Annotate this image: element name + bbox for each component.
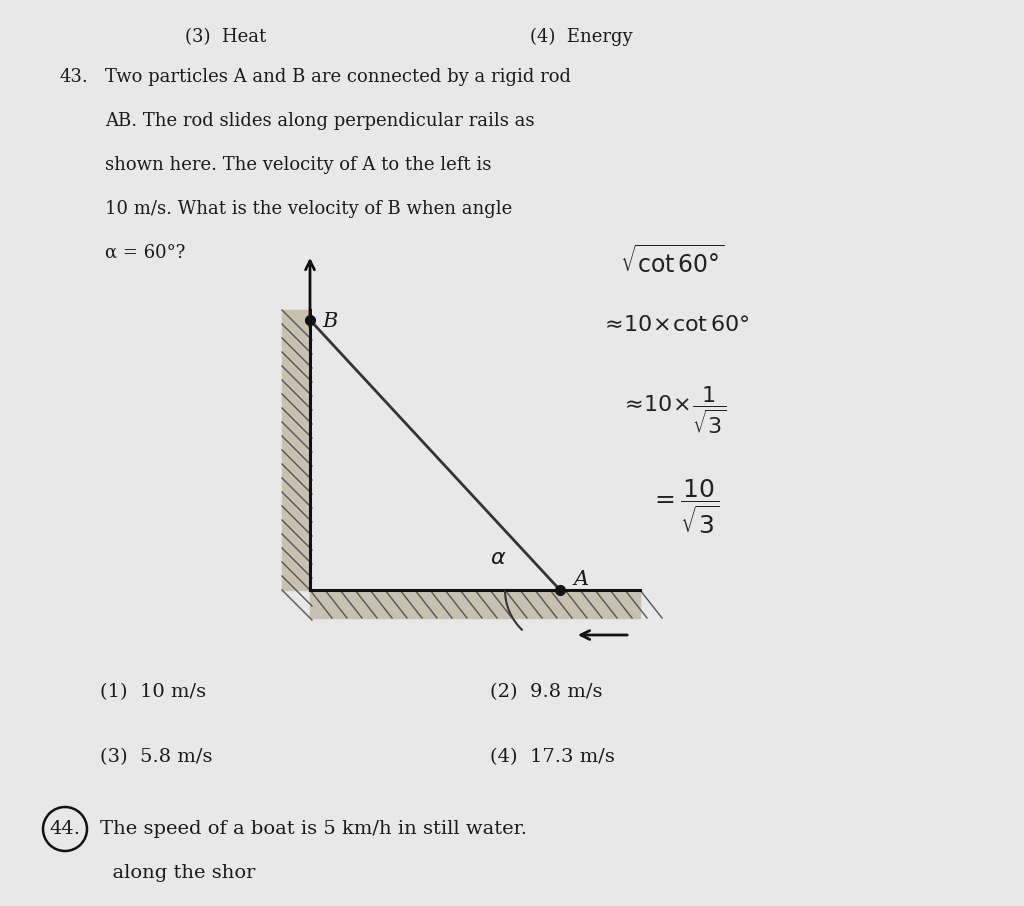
- Bar: [282, 310, 310, 590]
- Text: B: B: [322, 312, 337, 331]
- Text: (2)  9.8 m/s: (2) 9.8 m/s: [490, 683, 602, 701]
- Text: (4)  Energy: (4) Energy: [530, 28, 633, 46]
- Text: $=\dfrac{10}{\sqrt{3}}$: $=\dfrac{10}{\sqrt{3}}$: [650, 478, 720, 536]
- Text: α = 60°?: α = 60°?: [105, 244, 185, 262]
- Text: The speed of a boat is 5 km/h in still water.: The speed of a boat is 5 km/h in still w…: [100, 820, 527, 838]
- Text: (1)  10 m/s: (1) 10 m/s: [100, 683, 206, 701]
- Text: A: A: [574, 570, 589, 589]
- Text: AB. The rod slides along perpendicular rails as: AB. The rod slides along perpendicular r…: [105, 112, 535, 130]
- Text: $\approx\!10\!\times\!\mathrm{cot}\,60°$: $\approx\!10\!\times\!\mathrm{cot}\,60°$: [600, 315, 750, 335]
- Text: $\approx\!10\!\times\!\dfrac{1}{\sqrt{3}}$: $\approx\!10\!\times\!\dfrac{1}{\sqrt{3}…: [620, 385, 727, 437]
- Text: shown here. The velocity of A to the left is: shown here. The velocity of A to the lef…: [105, 156, 492, 174]
- Text: 10 m/s. What is the velocity of B when angle: 10 m/s. What is the velocity of B when a…: [105, 200, 512, 218]
- Bar: [310, 590, 640, 618]
- Text: along the shor: along the shor: [100, 864, 255, 882]
- Text: $\alpha$: $\alpha$: [489, 548, 506, 568]
- Text: $\sqrt{\mathrm{cot}\,60°}$: $\sqrt{\mathrm{cot}\,60°}$: [620, 245, 725, 277]
- Text: (4)  17.3 m/s: (4) 17.3 m/s: [490, 748, 614, 766]
- Text: Two particles A and B are connected by a rigid rod: Two particles A and B are connected by a…: [105, 68, 571, 86]
- Text: 43.: 43.: [60, 68, 89, 86]
- Text: 44.: 44.: [49, 820, 81, 838]
- Text: (3)  Heat: (3) Heat: [185, 28, 266, 46]
- Text: (3)  5.8 m/s: (3) 5.8 m/s: [100, 748, 213, 766]
